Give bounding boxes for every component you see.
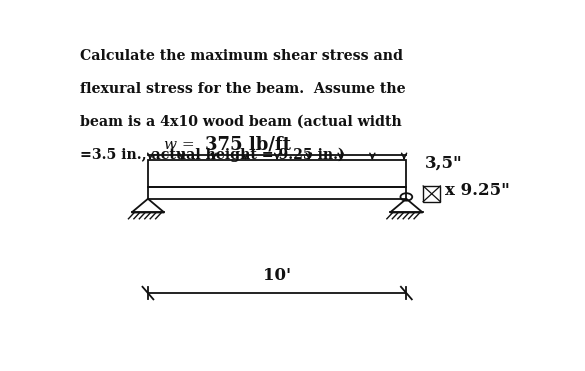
Text: 3,5": 3,5" — [425, 155, 462, 171]
Text: =3.5 in., actual height = 9.25 in.): =3.5 in., actual height = 9.25 in.) — [80, 147, 345, 162]
Bar — [148, 187, 407, 199]
Text: flexural stress for the beam.  Assume the: flexural stress for the beam. Assume the — [80, 82, 405, 96]
Bar — [148, 160, 407, 187]
Text: 10': 10' — [263, 267, 291, 285]
Text: beam is a 4x10 wood beam (actual width: beam is a 4x10 wood beam (actual width — [80, 115, 402, 128]
Text: w =: w = — [164, 138, 194, 151]
Text: x 9.25": x 9.25" — [445, 182, 510, 199]
Text: 375 lb/ft: 375 lb/ft — [205, 135, 291, 154]
Bar — [423, 186, 441, 202]
Text: Calculate the maximum shear stress and: Calculate the maximum shear stress and — [80, 49, 403, 63]
